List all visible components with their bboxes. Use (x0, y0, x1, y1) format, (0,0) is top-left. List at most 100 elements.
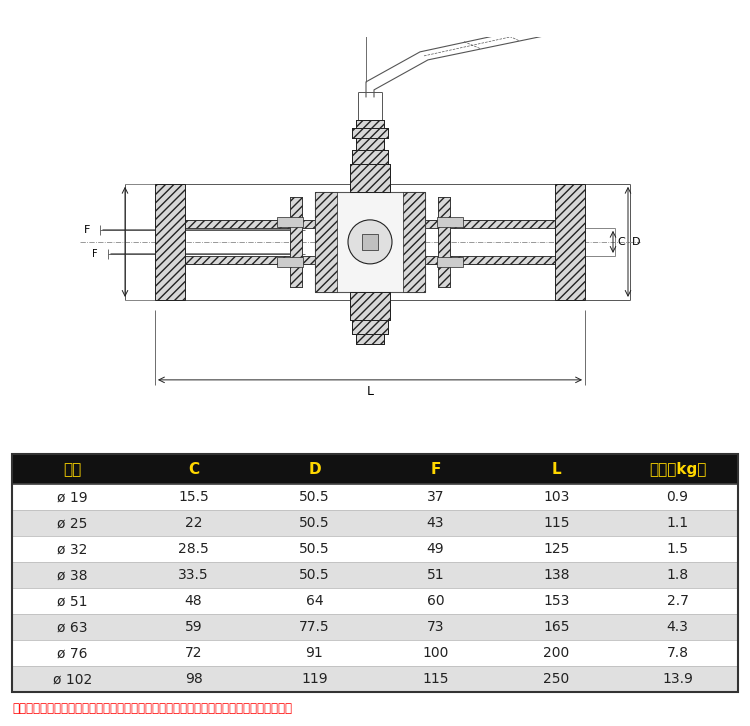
Bar (350, 292, 390, 320)
Text: 73: 73 (427, 620, 444, 635)
Text: ø 76: ø 76 (57, 646, 88, 660)
Bar (12, 588, 738, 614)
Text: C: C (188, 462, 199, 477)
Text: 115: 115 (422, 672, 448, 686)
Text: 4.3: 4.3 (667, 620, 688, 635)
Text: ø 102: ø 102 (53, 672, 92, 686)
Text: 尺寸: 尺寸 (63, 462, 82, 477)
Text: 250: 250 (543, 672, 570, 686)
Text: L: L (552, 462, 561, 477)
Circle shape (348, 220, 392, 264)
Text: 51: 51 (427, 568, 444, 582)
Text: ø 38: ø 38 (57, 568, 88, 582)
Bar (155, 220, 585, 228)
Bar (12, 454, 738, 692)
Text: F: F (430, 462, 441, 477)
Text: ø 63: ø 63 (57, 620, 88, 635)
Bar (12, 537, 738, 562)
Text: 165: 165 (543, 620, 570, 635)
Text: 37: 37 (427, 490, 444, 505)
Bar (362, 234, 378, 250)
Text: 2.7: 2.7 (667, 594, 688, 608)
Text: D: D (308, 462, 321, 477)
Bar (437, 257, 463, 267)
Text: 115: 115 (543, 516, 570, 531)
Bar (12, 562, 738, 588)
Bar (12, 510, 738, 537)
Text: D: D (632, 237, 640, 247)
Text: 125: 125 (543, 542, 570, 556)
Text: 注：对螺纹规格不熟悉的买家购前请核对公制尺寸，螺纹有锥度，尺寸是近似值，仅供参考: 注：对螺纹规格不熟悉的买家购前请核对公制尺寸，螺纹有锥度，尺寸是近似值，仅供参考 (12, 701, 292, 714)
Bar (155, 184, 185, 300)
Bar (356, 120, 384, 128)
Bar (350, 164, 390, 192)
Bar (350, 292, 390, 320)
Text: 200: 200 (543, 646, 570, 660)
Bar (277, 217, 303, 227)
Text: F: F (92, 249, 98, 259)
Text: ø 32: ø 32 (57, 542, 88, 556)
Bar (356, 138, 384, 150)
Bar (12, 484, 738, 510)
Text: ø 51: ø 51 (57, 594, 88, 608)
Text: 50.5: 50.5 (299, 542, 330, 556)
Text: 103: 103 (543, 490, 570, 505)
Text: 1.1: 1.1 (667, 516, 688, 531)
Text: 28.5: 28.5 (178, 542, 209, 556)
Text: F: F (84, 225, 90, 235)
Text: 15.5: 15.5 (178, 490, 209, 505)
Bar (352, 128, 388, 138)
Bar (12, 614, 738, 640)
Text: 98: 98 (184, 672, 202, 686)
Text: 33.5: 33.5 (178, 568, 209, 582)
Bar (352, 150, 388, 164)
Text: ø 19: ø 19 (57, 490, 88, 505)
Text: 50.5: 50.5 (299, 490, 330, 505)
Text: 153: 153 (543, 594, 570, 608)
Bar (290, 197, 302, 287)
Text: ø 25: ø 25 (57, 516, 88, 531)
Bar (356, 334, 384, 344)
Text: 100: 100 (422, 646, 448, 660)
Text: 49: 49 (427, 542, 444, 556)
Bar (155, 256, 585, 264)
Bar (350, 164, 390, 192)
Text: 1.8: 1.8 (667, 568, 688, 582)
Bar (12, 666, 738, 692)
Bar (356, 138, 384, 150)
Bar (438, 197, 450, 287)
Text: 7.8: 7.8 (667, 646, 688, 660)
Text: 138: 138 (543, 568, 570, 582)
Text: 91: 91 (306, 646, 323, 660)
Text: 59: 59 (184, 620, 202, 635)
Text: 13.9: 13.9 (662, 672, 693, 686)
Text: 43: 43 (427, 516, 444, 531)
Bar (12, 454, 738, 484)
Bar (315, 192, 425, 292)
Bar (290, 197, 302, 287)
Bar (356, 120, 384, 128)
Bar (403, 192, 425, 292)
Text: 60: 60 (427, 594, 444, 608)
Bar (277, 257, 303, 267)
Text: 119: 119 (302, 672, 328, 686)
Text: C: C (617, 237, 625, 247)
Bar (352, 128, 388, 138)
Bar (437, 217, 463, 227)
Bar (438, 197, 450, 287)
Text: 1.5: 1.5 (667, 542, 688, 556)
Text: 0.9: 0.9 (667, 490, 688, 505)
Bar (555, 184, 585, 300)
Text: 77.5: 77.5 (299, 620, 330, 635)
Bar (315, 192, 337, 292)
Text: 重量（kg）: 重量（kg） (649, 462, 706, 477)
Bar (352, 320, 388, 334)
Bar (356, 334, 384, 344)
Text: 22: 22 (184, 516, 202, 531)
Text: L: L (367, 385, 374, 398)
Text: 72: 72 (184, 646, 202, 660)
Text: 48: 48 (184, 594, 202, 608)
Text: 50.5: 50.5 (299, 516, 330, 531)
Bar (352, 150, 388, 164)
Text: 50.5: 50.5 (299, 568, 330, 582)
